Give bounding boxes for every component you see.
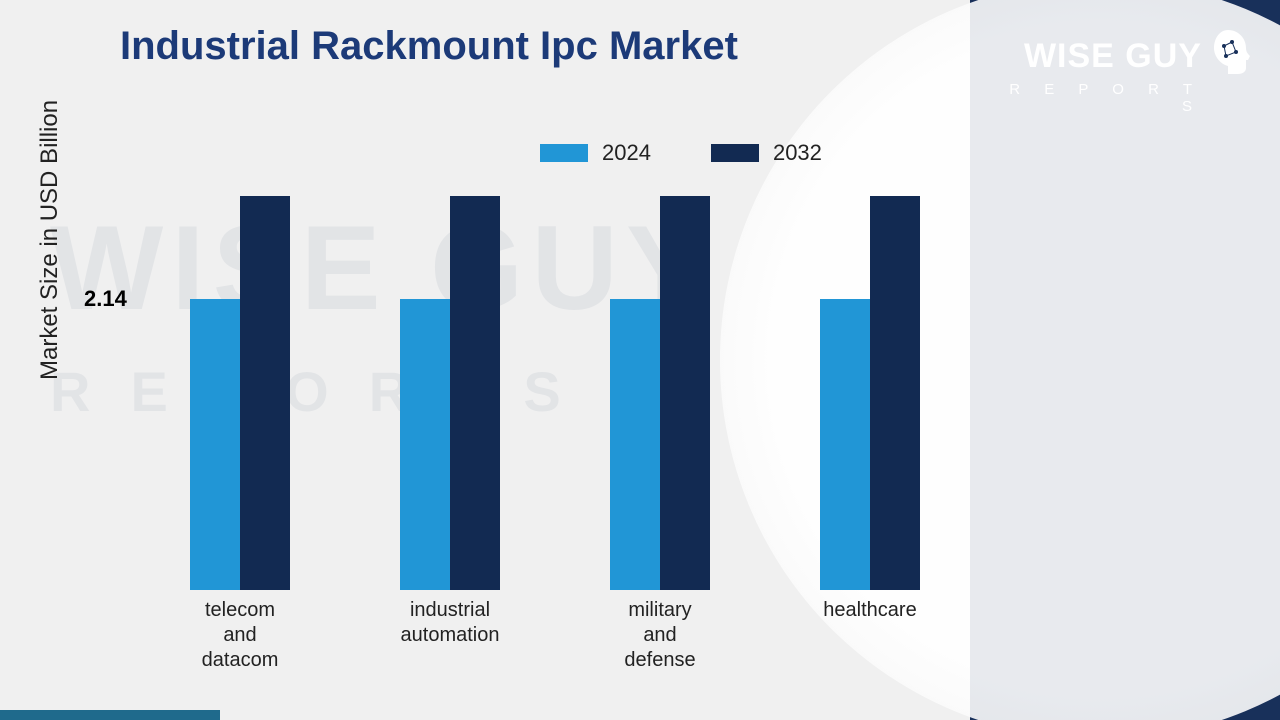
legend: 2024 2032: [540, 140, 822, 166]
brand-main: WISE GUY: [1024, 37, 1202, 76]
bar-2032: [240, 196, 290, 590]
chart-stage: WISE GUY REPORTS WISE GUY R E P O R T S …: [0, 0, 1280, 720]
footer-accent: [0, 710, 220, 720]
bar-2032: [660, 196, 710, 590]
brand-sub: R E P O R T S: [992, 81, 1252, 115]
chart-title: Industrial Rackmount Ipc Market: [120, 24, 738, 69]
x-axis-label: telecomanddatacom: [160, 598, 320, 673]
x-axis-label: militaryanddefense: [580, 598, 740, 673]
x-axis-label: healthcare: [790, 598, 950, 623]
legend-swatch-2032: [711, 144, 759, 162]
legend-swatch-2024: [540, 144, 588, 162]
legend-item-2024: 2024: [540, 140, 651, 166]
brand-logo: WISE GUY R E P O R T S: [992, 28, 1252, 115]
legend-label-2024: 2024: [602, 140, 651, 166]
bar-2024: [400, 299, 450, 590]
head-icon: [1208, 28, 1252, 85]
bar-2024: [610, 299, 660, 590]
y-tick-label: 2.14: [84, 286, 127, 312]
bar-2024: [820, 299, 870, 590]
legend-label-2032: 2032: [773, 140, 822, 166]
bar-2032: [450, 196, 500, 590]
bar-2032: [870, 196, 920, 590]
plot-area: [140, 182, 960, 590]
legend-item-2032: 2032: [711, 140, 822, 166]
x-axis-label: industrialautomation: [370, 598, 530, 648]
y-axis-label: Market Size in USD Billion: [36, 100, 64, 380]
bar-2024: [190, 299, 240, 590]
